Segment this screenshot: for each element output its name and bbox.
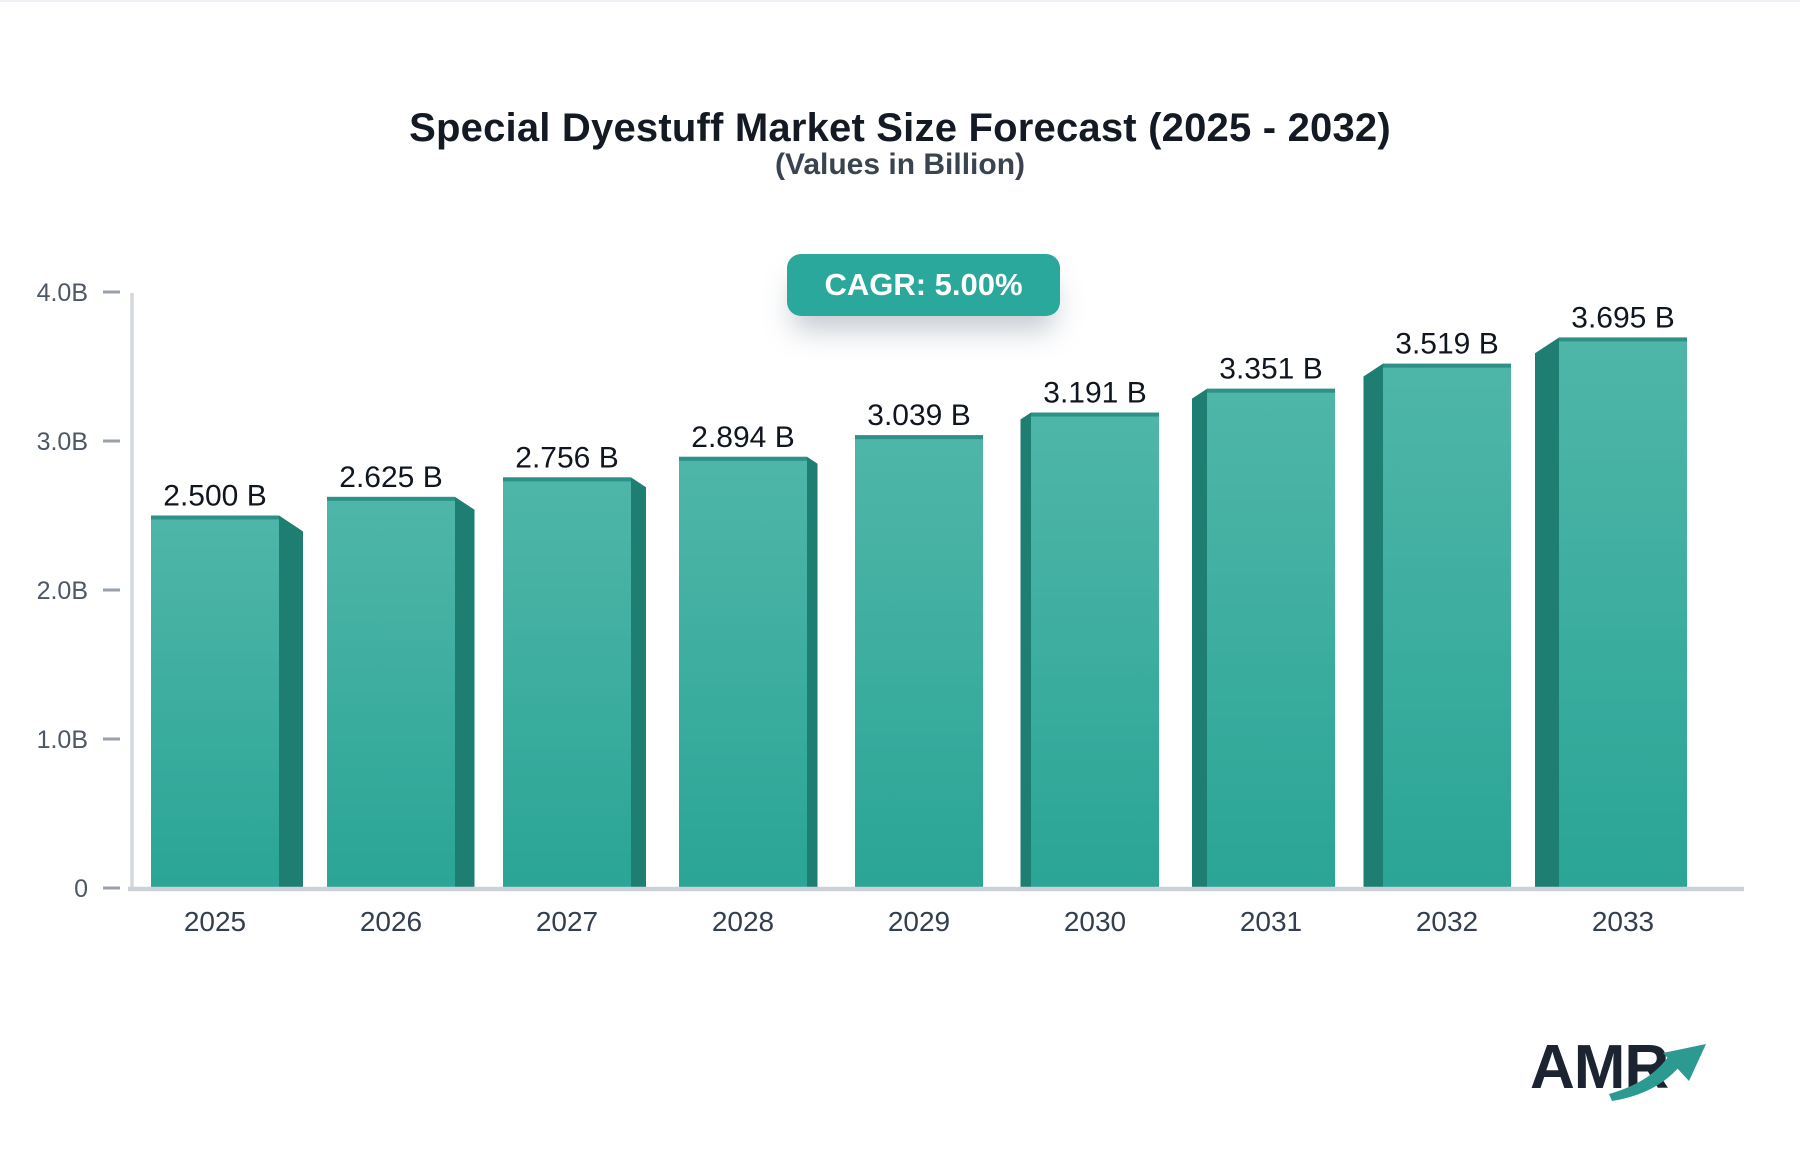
bar-2031 — [1207, 388, 1335, 888]
bar-2028 — [679, 456, 807, 888]
value-label-2027: 2.756 B — [515, 441, 618, 474]
x-category-label-2031: 2031 — [1240, 906, 1302, 937]
bar-side-2033 — [1535, 337, 1559, 888]
bar-top-edge-2031 — [1207, 388, 1335, 393]
y-tick-label: 4.0B — [37, 279, 88, 307]
y-tick-label: 1.0B — [37, 726, 88, 754]
bar-top-edge-2028 — [679, 456, 807, 461]
bar-2026 — [327, 496, 455, 888]
bar-side-2025 — [279, 515, 303, 888]
bar-side-2026 — [455, 496, 475, 888]
bar-2032 — [1383, 363, 1511, 888]
growth-arrow-icon — [1609, 1044, 1706, 1101]
x-category-label-2032: 2032 — [1416, 906, 1478, 937]
value-label-2031: 3.351 B — [1219, 353, 1322, 386]
bar-top-edge-2029 — [855, 435, 983, 440]
x-category-label-2026: 2026 — [360, 906, 422, 937]
bar-top-edge-2027 — [503, 477, 631, 482]
bar-side-2032 — [1363, 363, 1383, 888]
value-label-2026: 2.625 B — [339, 461, 442, 494]
value-label-2032: 3.519 B — [1395, 328, 1498, 361]
bar-side-2027 — [631, 477, 646, 888]
y-tick-label: 3.0B — [37, 428, 88, 456]
value-label-2029: 3.039 B — [867, 399, 970, 432]
value-label-2030: 3.191 B — [1043, 377, 1146, 410]
x-category-label-2025: 2025 — [184, 906, 246, 937]
bar-top-edge-2030 — [1031, 412, 1159, 417]
x-category-label-2027: 2027 — [536, 906, 598, 937]
value-label-2028: 2.894 B — [691, 421, 794, 454]
bar-2025 — [151, 515, 279, 888]
x-category-label-2029: 2029 — [888, 906, 950, 937]
x-category-label-2028: 2028 — [712, 906, 774, 937]
bar-top-edge-2033 — [1559, 337, 1687, 342]
cagr-badge: CAGR: 5.00% — [787, 254, 1060, 316]
value-label-2025: 2.500 B — [163, 480, 266, 513]
chart-title: Special Dyestuff Market Size Forecast (2… — [409, 106, 1391, 150]
bar-side-2031 — [1192, 388, 1207, 888]
brand-logo: AMR — [1510, 1032, 1730, 1132]
x-category-label-2033: 2033 — [1592, 906, 1654, 937]
chart-subtitle: (Values in Billion) — [774, 148, 1026, 181]
value-label-2033: 3.695 B — [1571, 301, 1674, 334]
y-tick-label: 2.0B — [37, 577, 88, 605]
bar-2029 — [855, 435, 983, 888]
bar-top-edge-2032 — [1383, 363, 1511, 368]
bar-side-2028 — [807, 456, 818, 888]
bar-side-2030 — [1020, 412, 1031, 888]
bar-2027 — [503, 477, 631, 888]
bar-top-edge-2026 — [327, 496, 455, 501]
bar-2030 — [1031, 412, 1159, 888]
x-category-label-2030: 2030 — [1064, 906, 1126, 937]
bar-top-edge-2025 — [151, 515, 279, 520]
y-tick-label: 0 — [74, 875, 88, 903]
bar-2033 — [1559, 337, 1687, 888]
